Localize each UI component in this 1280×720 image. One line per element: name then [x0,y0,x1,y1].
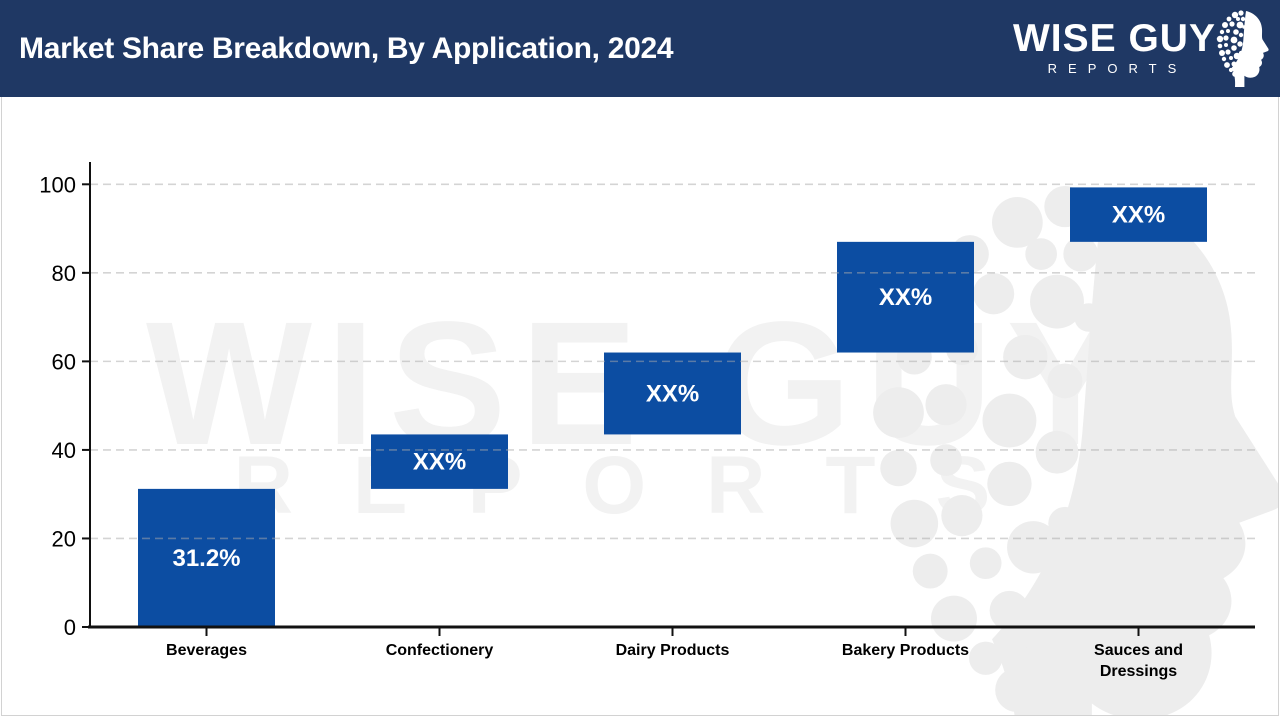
y-tick-label-80: 80 [52,261,76,286]
header-bar: Market Share Breakdown, By Application, … [0,0,1280,97]
y-tick-label-60: 60 [52,349,76,374]
bar-value-label-confectionery: XX% [413,449,466,476]
bar-value-label-bakery-products: XX% [879,284,932,311]
bar-sauces-and-dressings [1070,187,1207,242]
y-tick-label-20: 20 [52,526,76,551]
bar-value-label-sauces-and-dressings: XX% [1112,202,1165,229]
bar-value-label-beverages: 31.2% [172,545,240,572]
logo-wordmark: WISE GUY [1012,17,1216,60]
page-title: Market Share Breakdown, By Application, … [19,31,674,65]
x-label-dairy-products: Dairy Products [616,642,730,659]
x-label-sauces-and-dressings-line1: Sauces and [1094,642,1183,659]
y-tick-label-100: 100 [39,172,76,197]
bar-beverages [138,488,275,627]
bar-value-label-dairy-products: XX% [646,380,699,407]
x-label-bakery-products: Bakery Products [842,642,969,659]
bar-bakery-products [837,241,974,353]
x-label-sauces-and-dressings-line2: Dressings [1100,663,1177,680]
wiseguy-logo-text: WISE GUY REPORTS [1013,19,1216,75]
waterfall-chart: 31.2% XX% XX% XX% XX% 0 20 40 60 80 100 Beverages Co… [39,162,1255,680]
bar-confectionery [371,434,508,489]
logo-subtitle: REPORTS [1047,61,1188,76]
wiseguy-logo: WISE GUY REPORTS [1013,7,1270,87]
chart-area: WISE GUY REPORTS 31.2% XX% XX% XX% XX% 0 20 40 6… [1,97,1279,716]
x-label-beverages: Beverages [166,642,247,659]
x-label-confectionery: Confectionery [386,642,494,659]
bar-dairy-products [604,352,741,435]
wiseguy-head-icon [1210,7,1270,87]
watermark-subtitle: REPORTS [233,440,1051,531]
y-tick-label-0: 0 [64,615,76,640]
y-tick-label-40: 40 [52,438,76,463]
